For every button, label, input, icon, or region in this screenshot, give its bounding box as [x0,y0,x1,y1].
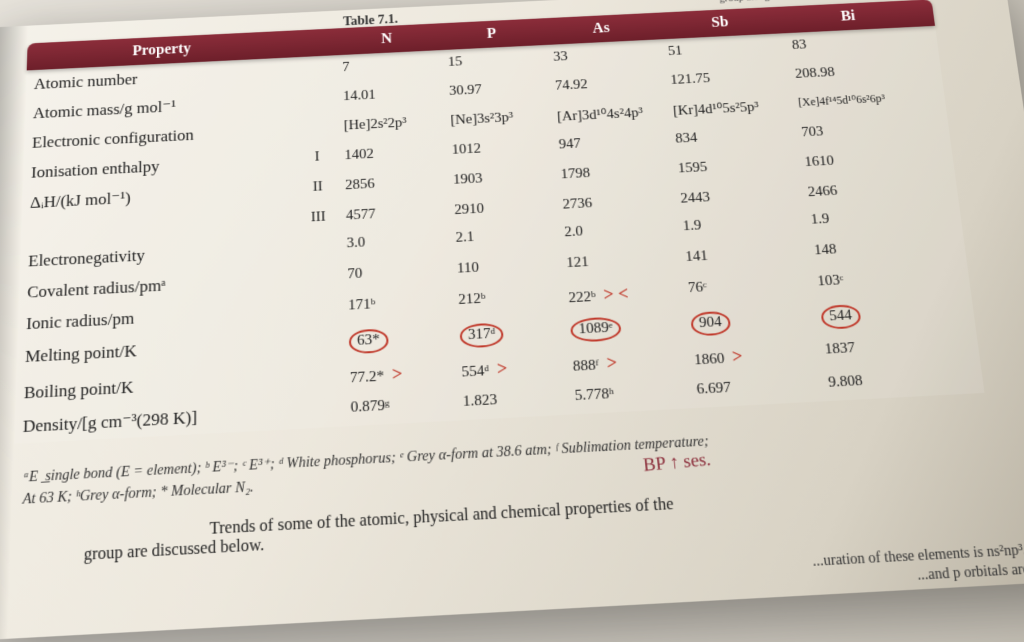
sub: II [298,173,338,205]
circled-value: 544 [820,304,861,329]
val-n: 0.879ᵍ [342,388,455,426]
val-sb: 6.697 [687,369,822,408]
sub: III [298,203,338,233]
circled-value: 317ᵈ [459,322,504,348]
val-as: 5.778ʰ [566,375,690,414]
val-p: 1.823 [454,382,568,420]
val-bi: 9.808 [819,361,964,401]
gt-icon: > [388,363,407,384]
circled-value: 904 [690,311,731,336]
fragment-text-2: ...and p orbitals are [916,562,1024,585]
sub: I [297,143,337,175]
properties-table: Property N P As Sb Bi Atomic number 7 15… [14,0,984,443]
circled-value: 1089ᵉ [570,316,622,342]
gt-icon: > [492,357,512,378]
gt-icon: > [602,352,622,373]
gt-icon: > [727,345,747,366]
val-p: 317ᵈ [451,313,564,354]
val-n: 63* [341,319,453,360]
circled-value: 63* [349,328,388,353]
col-sub [296,29,335,58]
annotation-greater-less: > < [599,283,633,304]
